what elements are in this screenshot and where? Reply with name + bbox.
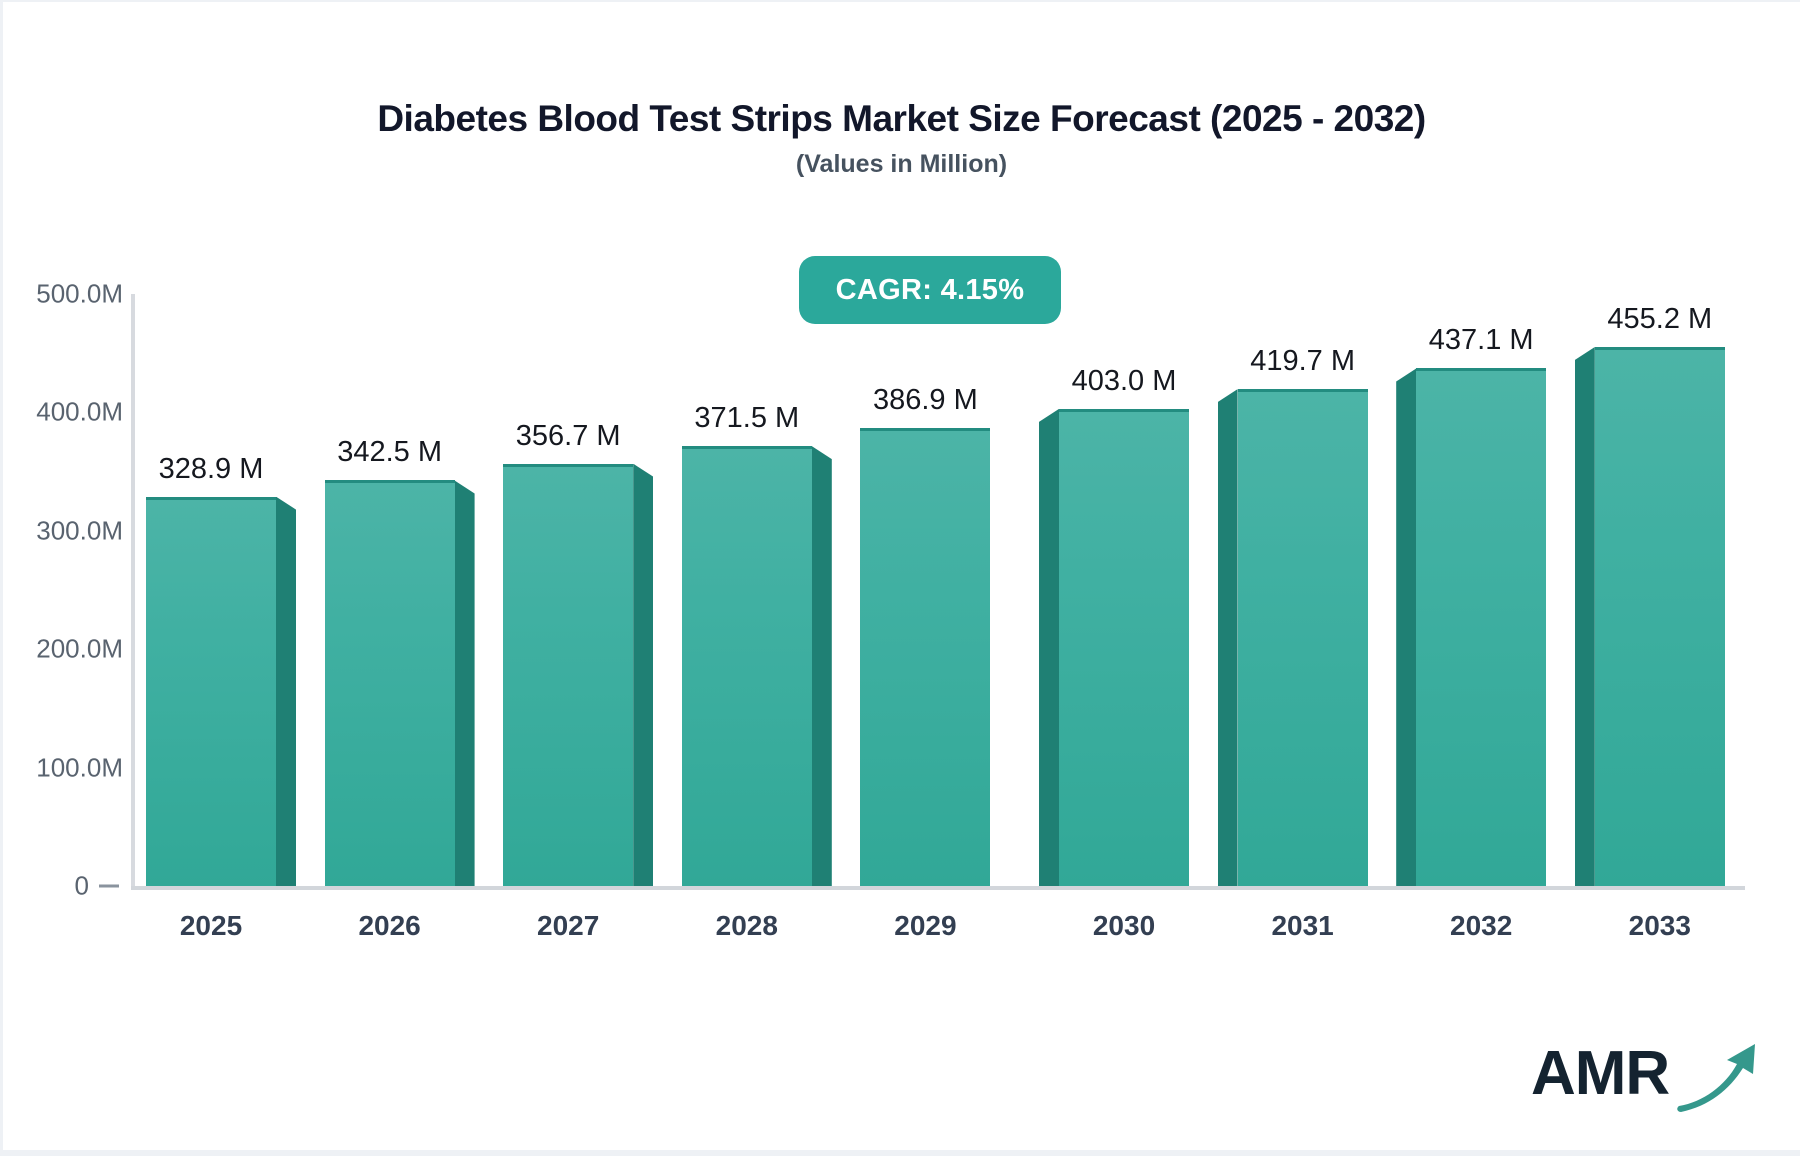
y-axis-tick-label: 300.0M [36, 515, 123, 546]
x-axis-tick-label-2029: 2029 [894, 910, 957, 941]
bar-2033 [1594, 347, 1725, 886]
bar-2030 [1059, 408, 1189, 886]
bar-2025 [146, 496, 276, 886]
amr-logo: AMR [1531, 1032, 1755, 1122]
bar-side-2033 [1574, 347, 1595, 886]
bar-value-label-2025: 328.9 M [158, 452, 264, 485]
bar-side-2030 [1039, 408, 1059, 886]
bar-2026 [324, 480, 455, 886]
bar-value-label-2026: 342.5 M [337, 436, 442, 469]
x-axis-line [131, 886, 1745, 890]
bar-side-2025 [276, 496, 296, 886]
y-axis-tick-label: 400.0M [36, 396, 123, 427]
x-axis-tick-label-2028: 2028 [715, 910, 778, 941]
x-axis-tick-label-2033: 2033 [1628, 910, 1691, 941]
zero-tick-mark [99, 884, 119, 888]
bar-side-2026 [454, 480, 475, 886]
bar-value-label-2030: 403.0 M [1071, 364, 1177, 397]
bar-side-2031 [1217, 389, 1238, 886]
bar-value-label-2027: 356.7 M [515, 419, 621, 452]
bar-2031 [1237, 389, 1368, 886]
amr-logo-text: AMR [1531, 1039, 1670, 1108]
growth-arrow-icon [1677, 1044, 1755, 1112]
x-axis-tick-label-2026: 2026 [358, 910, 421, 941]
y-axis-tick-label: 100.0M [36, 752, 123, 783]
x-axis-tick-label-2030: 2030 [1092, 910, 1156, 941]
y-axis-line [131, 294, 135, 890]
chart-subtitle: (Values in Million) [795, 150, 1008, 178]
bar-value-label-2028: 371.5 M [694, 402, 800, 435]
bar-value-label-2033: 455.2 M [1607, 303, 1713, 336]
bar-2032 [1416, 368, 1547, 886]
bar-value-label-2031: 419.7 M [1250, 345, 1355, 378]
cagr-badge: CAGR: 4.15% [799, 256, 1061, 324]
bar-value-label-2029: 386.9 M [872, 383, 978, 416]
chart-title: Diabetes Blood Test Strips Market Size F… [377, 98, 1426, 139]
bar-side-2027 [633, 463, 654, 886]
y-axis-tick-label: 200.0M [36, 633, 123, 664]
x-axis-tick-label-2027: 2027 [537, 910, 600, 941]
y-axis-tick-label: 500.0M [36, 278, 123, 309]
chart-card: Diabetes Blood Test Strips Market Size F… [3, 2, 1800, 1150]
bar-side-2028 [811, 446, 832, 886]
bar-2028 [681, 446, 812, 886]
cagr-badge-label: CAGR: 4.15% [835, 273, 1025, 306]
x-axis-tick-label-2025: 2025 [179, 910, 243, 941]
bar-2027 [503, 463, 634, 886]
bar-side-2032 [1396, 368, 1417, 886]
bar-value-label-2032: 437.1 M [1428, 324, 1534, 357]
y-axis-tick-label: 0 [74, 870, 89, 901]
bar-2029 [860, 427, 991, 886]
x-axis-tick-label-2032: 2032 [1450, 910, 1513, 941]
x-axis-tick-label-2031: 2031 [1271, 910, 1334, 941]
